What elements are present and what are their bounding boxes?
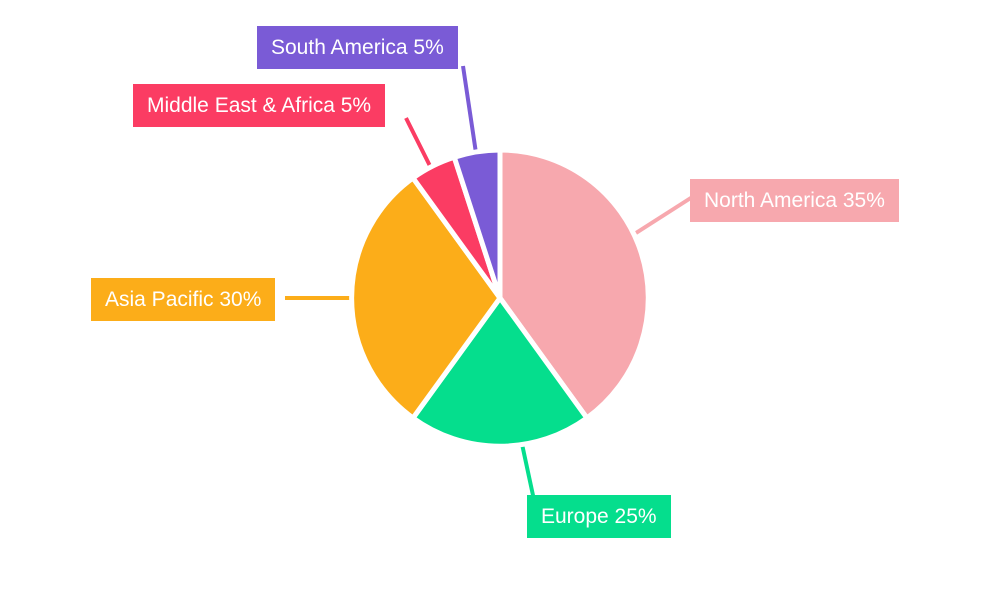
- leader-line-europe: [520, 443, 536, 501]
- pie-label-south-america[interactable]: South America 5%: [257, 26, 458, 69]
- pie-label-middle-east-africa-text: Middle East & Africa 5%: [147, 94, 372, 117]
- pie-label-south-america-text: South America 5%: [271, 36, 444, 59]
- pie-label-asia-pacific[interactable]: Asia Pacific 30%: [91, 278, 276, 321]
- pie-slices: [349, 147, 651, 449]
- pie-slice-north-america[interactable]: [497, 147, 651, 421]
- pie-slice-south-america[interactable]: [451, 147, 503, 301]
- leader-line-north-america: [634, 192, 699, 235]
- leader-lines: [285, 65, 699, 501]
- pie-label-asia-pacific-text: Asia Pacific 30%: [105, 288, 262, 311]
- pie-label-europe-text: Europe 25%: [541, 505, 657, 528]
- pie-slice-europe[interactable]: [410, 295, 590, 449]
- pie-slice-asia-pacific[interactable]: [349, 175, 503, 421]
- pie-label-north-america-text: North America 35%: [704, 189, 885, 212]
- pie-label-north-america[interactable]: North America 35%: [690, 179, 899, 222]
- pie-label-europe[interactable]: Europe 25%: [527, 495, 671, 538]
- leader-line-middle-east-africa: [404, 117, 435, 173]
- leader-line-south-america: [461, 65, 478, 154]
- pie-label-middle-east-africa[interactable]: Middle East & Africa 5%: [133, 84, 386, 127]
